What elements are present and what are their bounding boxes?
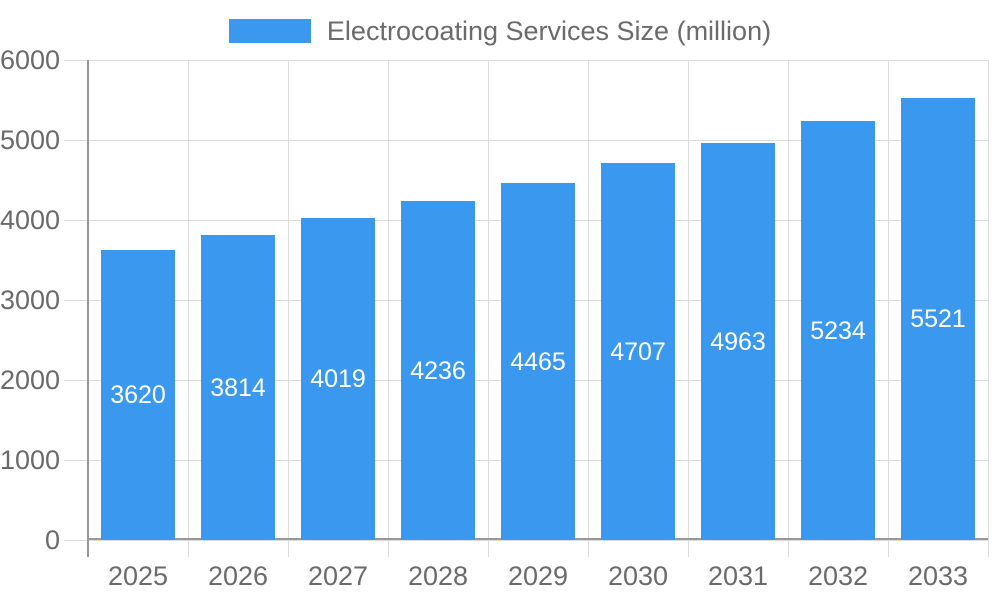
y-tick-label: 1000	[0, 445, 61, 475]
bar-value-label: 4236	[410, 356, 466, 385]
y-tick-label: 6000	[0, 45, 61, 75]
x-tick-label: 2027	[307, 561, 369, 591]
x-gridline	[287, 60, 289, 557]
legend-swatch	[228, 19, 311, 43]
bar[interactable]	[601, 163, 675, 540]
y-tick-label: 4000	[0, 205, 61, 235]
x-gridline	[187, 60, 189, 557]
y-gridline	[64, 539, 988, 541]
y-gridline	[64, 139, 988, 141]
bar-value-label: 3814	[210, 373, 266, 402]
bar[interactable]	[301, 218, 375, 540]
y-tick-label: 3000	[0, 285, 61, 315]
x-gridline	[787, 60, 789, 557]
x-tick-label: 2028	[407, 561, 469, 591]
legend-label: Electrocoating Services Size (million)	[326, 16, 772, 46]
bar-value-label: 3620	[110, 381, 166, 409]
bar[interactable]	[801, 121, 875, 540]
y-gridline	[64, 59, 988, 61]
x-tick-label: 2029	[507, 561, 569, 591]
bar[interactable]	[401, 201, 475, 540]
bar[interactable]	[501, 183, 575, 540]
x-tick-label: 2033	[907, 561, 969, 591]
y-axis-line	[87, 60, 89, 557]
bar[interactable]	[201, 235, 275, 540]
x-tick-label: 2032	[807, 561, 869, 591]
bar-value-label: 4465	[510, 347, 566, 376]
x-gridline	[987, 60, 989, 557]
y-tick-label: 5000	[0, 125, 61, 155]
x-gridline	[387, 60, 389, 557]
x-gridline	[487, 60, 489, 557]
bar-value-label: 5234	[810, 316, 866, 345]
bar[interactable]	[101, 250, 175, 540]
bar-value-label: 4963	[710, 327, 766, 356]
x-gridline	[587, 60, 589, 557]
y-tick-label: 2000	[0, 365, 61, 395]
bar[interactable]	[901, 98, 975, 540]
x-gridline	[687, 60, 689, 557]
x-gridline	[887, 60, 889, 557]
x-tick-label: 2026	[207, 561, 269, 591]
bar-value-label: 4707	[610, 337, 666, 366]
bar-value-label: 5521	[910, 305, 966, 333]
bar-value-label: 4019	[310, 365, 366, 393]
x-tick-label: 2025	[107, 561, 169, 591]
bar[interactable]	[701, 143, 775, 540]
x-tick-label: 2030	[607, 561, 669, 591]
x-tick-label: 2031	[707, 561, 769, 591]
y-tick-label: 0	[44, 525, 60, 555]
legend[interactable]: Electrocoating Services Size (million)	[0, 17, 1000, 45]
